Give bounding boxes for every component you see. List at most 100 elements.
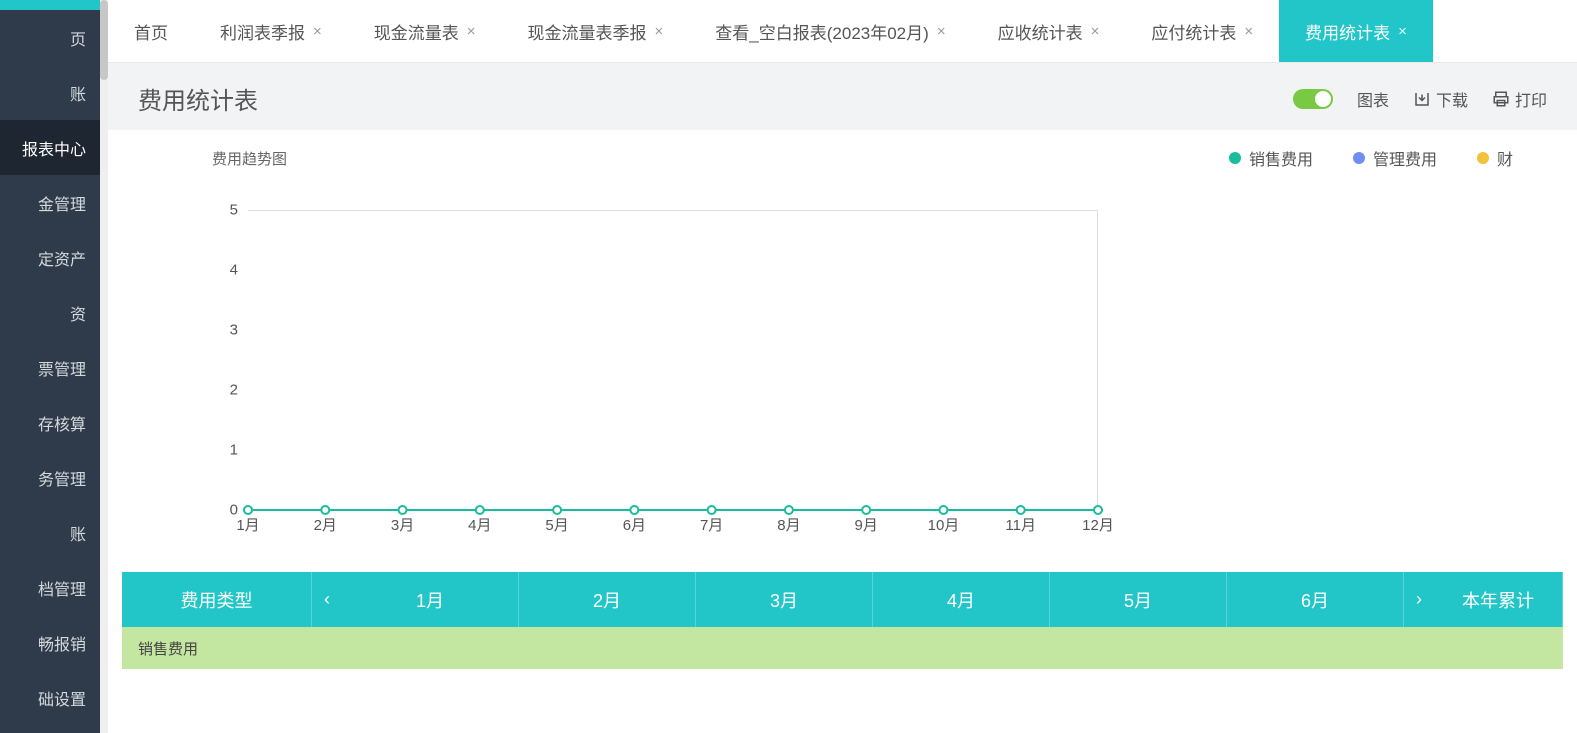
table-cell <box>696 627 873 669</box>
sidebar-item[interactable]: 存核算 <box>0 395 100 450</box>
legend-dot <box>1353 152 1365 164</box>
table-header-month: 6月 <box>1227 572 1404 627</box>
chart-header: 费用趋势图 销售费用 管理费用 财 <box>142 146 1543 170</box>
table-header-month: 2月 <box>519 572 696 627</box>
chart-card: 费用趋势图 销售费用管理费用财 0123451月2月3月4月5月6月7月8月9月… <box>122 130 1563 560</box>
legend-item[interactable]: 财 <box>1477 146 1513 170</box>
x-axis-tick: 4月 <box>468 514 491 535</box>
sidebar-scrollbar-thumb[interactable] <box>100 0 108 80</box>
chart-legend: 销售费用 管理费用 财 <box>1229 146 1513 170</box>
sidebar-item[interactable]: 报表中心 <box>0 120 100 175</box>
table: 费用类型‹1月2月3月4月5月6月›本年累计 销售费用 <box>122 572 1563 669</box>
y-axis-tick: 2 <box>222 382 238 399</box>
sidebar-item[interactable]: 金管理 <box>0 175 100 230</box>
sidebar-item[interactable]: 础设置 <box>0 670 100 725</box>
table-header-month: 1月 <box>342 572 519 627</box>
table-cell <box>873 627 1050 669</box>
table-header-month: 5月 <box>1050 572 1227 627</box>
tab[interactable]: 应收统计表× <box>972 0 1126 62</box>
sidebar-item[interactable]: 定资产 <box>0 230 100 285</box>
table-row[interactable]: 销售费用 <box>122 627 1563 669</box>
print-button[interactable]: 打印 <box>1492 87 1547 111</box>
x-axis-tick: 9月 <box>855 514 878 535</box>
chart-marker[interactable] <box>321 506 329 514</box>
close-icon[interactable]: × <box>1398 23 1407 40</box>
legend-label: 管理费用 <box>1373 146 1437 170</box>
tab[interactable]: 费用统计表 × <box>1279 0 1433 62</box>
legend-dot <box>1229 152 1241 164</box>
download-button[interactable]: 下载 <box>1413 87 1468 111</box>
close-icon[interactable]: × <box>313 23 322 40</box>
legend-item[interactable]: 销售费用 <box>1229 146 1313 170</box>
tab-label: 应付统计表 <box>1151 19 1236 44</box>
sidebar-item[interactable]: 畅报销 <box>0 615 100 670</box>
sidebar-scrollbar[interactable] <box>100 0 108 733</box>
download-label: 下载 <box>1436 87 1468 111</box>
close-icon[interactable]: × <box>655 23 664 40</box>
tab-label: 现金流量表 <box>374 19 459 44</box>
chart-marker[interactable] <box>630 506 638 514</box>
chart-marker[interactable] <box>939 506 947 514</box>
header-actions: 图表 下载 打印 <box>1293 87 1547 111</box>
close-icon[interactable]: × <box>1091 23 1100 40</box>
chart-marker[interactable] <box>708 506 716 514</box>
sidebar-item[interactable]: 档管理 <box>0 560 100 615</box>
x-axis-tick: 1月 <box>236 514 259 535</box>
tab[interactable]: 现金流量表季报 × <box>502 0 690 62</box>
sidebar-item[interactable]: 务管理 <box>0 450 100 505</box>
close-icon[interactable]: × <box>1244 23 1253 40</box>
legend-label: 销售费用 <box>1249 146 1313 170</box>
chart-marker[interactable] <box>244 506 252 514</box>
x-axis-tick: 12月 <box>1082 514 1114 535</box>
sidebar-item[interactable]: 票管理 <box>0 340 100 395</box>
tab[interactable]: 应付统计表 × <box>1125 0 1279 62</box>
legend-dot <box>1477 152 1489 164</box>
table-cell-type: 销售费用 <box>122 627 312 669</box>
download-icon <box>1413 90 1431 108</box>
table-next-icon[interactable]: › <box>1404 572 1434 627</box>
table-header-total: 本年累计 <box>1434 572 1563 627</box>
table-prev-icon[interactable]: ‹ <box>312 572 342 627</box>
y-axis-tick: 3 <box>222 322 238 339</box>
toggle-knob <box>1315 91 1331 107</box>
tab-label: 现金流量表季报 <box>528 19 647 44</box>
table-cell-spacer <box>312 627 342 669</box>
tab[interactable]: 现金流量表 × <box>348 0 502 62</box>
tab-label: 费用统计表 <box>1305 19 1390 44</box>
tab[interactable]: 利润表季报× <box>194 0 348 62</box>
chart-marker[interactable] <box>862 506 870 514</box>
chart-marker[interactable] <box>1094 506 1102 514</box>
sidebar-item[interactable]: 资 <box>0 285 100 340</box>
table-header-month: 3月 <box>696 572 873 627</box>
chart-title: 费用趋势图 <box>212 148 287 169</box>
print-label: 打印 <box>1515 87 1547 111</box>
table-cell <box>1050 627 1227 669</box>
chart-marker[interactable] <box>1017 506 1025 514</box>
chart-marker[interactable] <box>785 506 793 514</box>
page-title: 费用统计表 <box>138 81 1293 116</box>
chart-marker[interactable] <box>399 506 407 514</box>
table-cell-total <box>1434 627 1563 669</box>
table-cell <box>342 627 519 669</box>
toggle-label: 图表 <box>1357 87 1389 111</box>
x-axis-tick: 2月 <box>314 514 337 535</box>
legend-label: 财 <box>1497 146 1513 170</box>
chart-marker[interactable] <box>476 506 484 514</box>
chart-marker[interactable] <box>553 506 561 514</box>
tab-label: 首页 <box>134 19 168 44</box>
table-cell <box>1227 627 1404 669</box>
close-icon[interactable]: × <box>937 23 946 40</box>
sidebar-item[interactable]: 页 <box>0 10 100 65</box>
legend-item[interactable]: 管理费用 <box>1353 146 1437 170</box>
table-cell-spacer <box>1404 627 1434 669</box>
chart-toggle[interactable] <box>1293 89 1333 109</box>
main-area: 首页利润表季报×现金流量表×现金流量表季报×查看_空白报表(2023年02月)×… <box>108 0 1577 733</box>
tab[interactable]: 查看_空白报表(2023年02月)× <box>689 0 971 62</box>
table-header-row: 费用类型‹1月2月3月4月5月6月›本年累计 <box>122 572 1563 627</box>
tab[interactable]: 首页 <box>108 0 194 62</box>
sidebar-item[interactable]: 账 <box>0 505 100 560</box>
y-axis-tick: 1 <box>222 442 238 459</box>
close-icon[interactable]: × <box>467 23 476 40</box>
sidebar-item[interactable]: 账 <box>0 65 100 120</box>
chart-svg <box>248 210 1098 510</box>
